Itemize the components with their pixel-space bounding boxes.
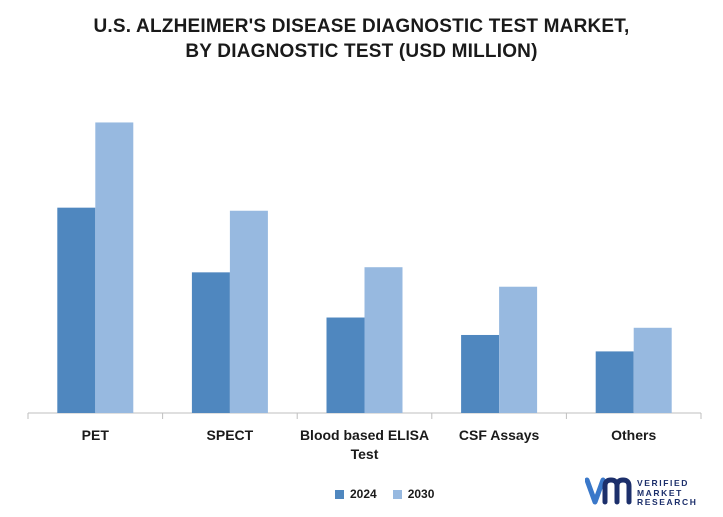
bar-2024-blood-based-elisa-test	[326, 317, 365, 413]
legend-item-2024: 2024	[335, 487, 377, 501]
legend-swatch-2030	[392, 489, 402, 499]
legend-label-2024: 2024	[350, 487, 377, 501]
legend-swatch-2024	[335, 489, 344, 499]
legend-label-2030: 2030	[407, 487, 435, 501]
chart-title-line-1: U.S. ALZHEIMER'S DISEASE DIAGNOSTIC TEST…	[93, 16, 630, 37]
chart-title-line-2: BY DIAGNOSTIC TEST (USD MILLION)	[185, 41, 538, 62]
x-tick-label: CSF Assays	[459, 427, 540, 443]
verified-market-research-logo: VERIFIED MARKET RESEARCH	[584, 474, 717, 510]
chart-title: U.S. ALZHEIMER'S DISEASE DIAGNOSTIC TEST…	[0, 14, 723, 64]
bar-2030-csf-assays	[499, 286, 538, 413]
bar-2030-others	[633, 327, 672, 413]
bar-2030-blood-based-elisa-test	[364, 267, 403, 413]
x-tick-label: PET	[82, 427, 110, 443]
vmr-logo-icon	[584, 477, 632, 505]
x-tick-label: Others	[611, 427, 656, 443]
bar-2024-csf-assays	[461, 334, 500, 413]
logo-wordmark: VERIFIED MARKET RESEARCH	[637, 478, 698, 508]
legend: 2024 2030	[335, 487, 434, 501]
bar-2024-spect	[191, 272, 230, 413]
legend-item-2030: 2030	[392, 487, 435, 501]
logo-line-1: VERIFIED	[637, 478, 690, 488]
bar-2024-others	[595, 351, 634, 413]
bar-2030-pet	[95, 122, 134, 413]
logo-line-2: MARKET	[637, 487, 683, 498]
bar-2024-pet	[57, 207, 96, 413]
bar-2030-spect	[229, 210, 268, 413]
x-tick-label: Blood based ELISA Test	[300, 427, 429, 462]
x-tick-label: SPECT	[207, 427, 254, 443]
logo-line-3: RESEARCH	[637, 497, 698, 507]
